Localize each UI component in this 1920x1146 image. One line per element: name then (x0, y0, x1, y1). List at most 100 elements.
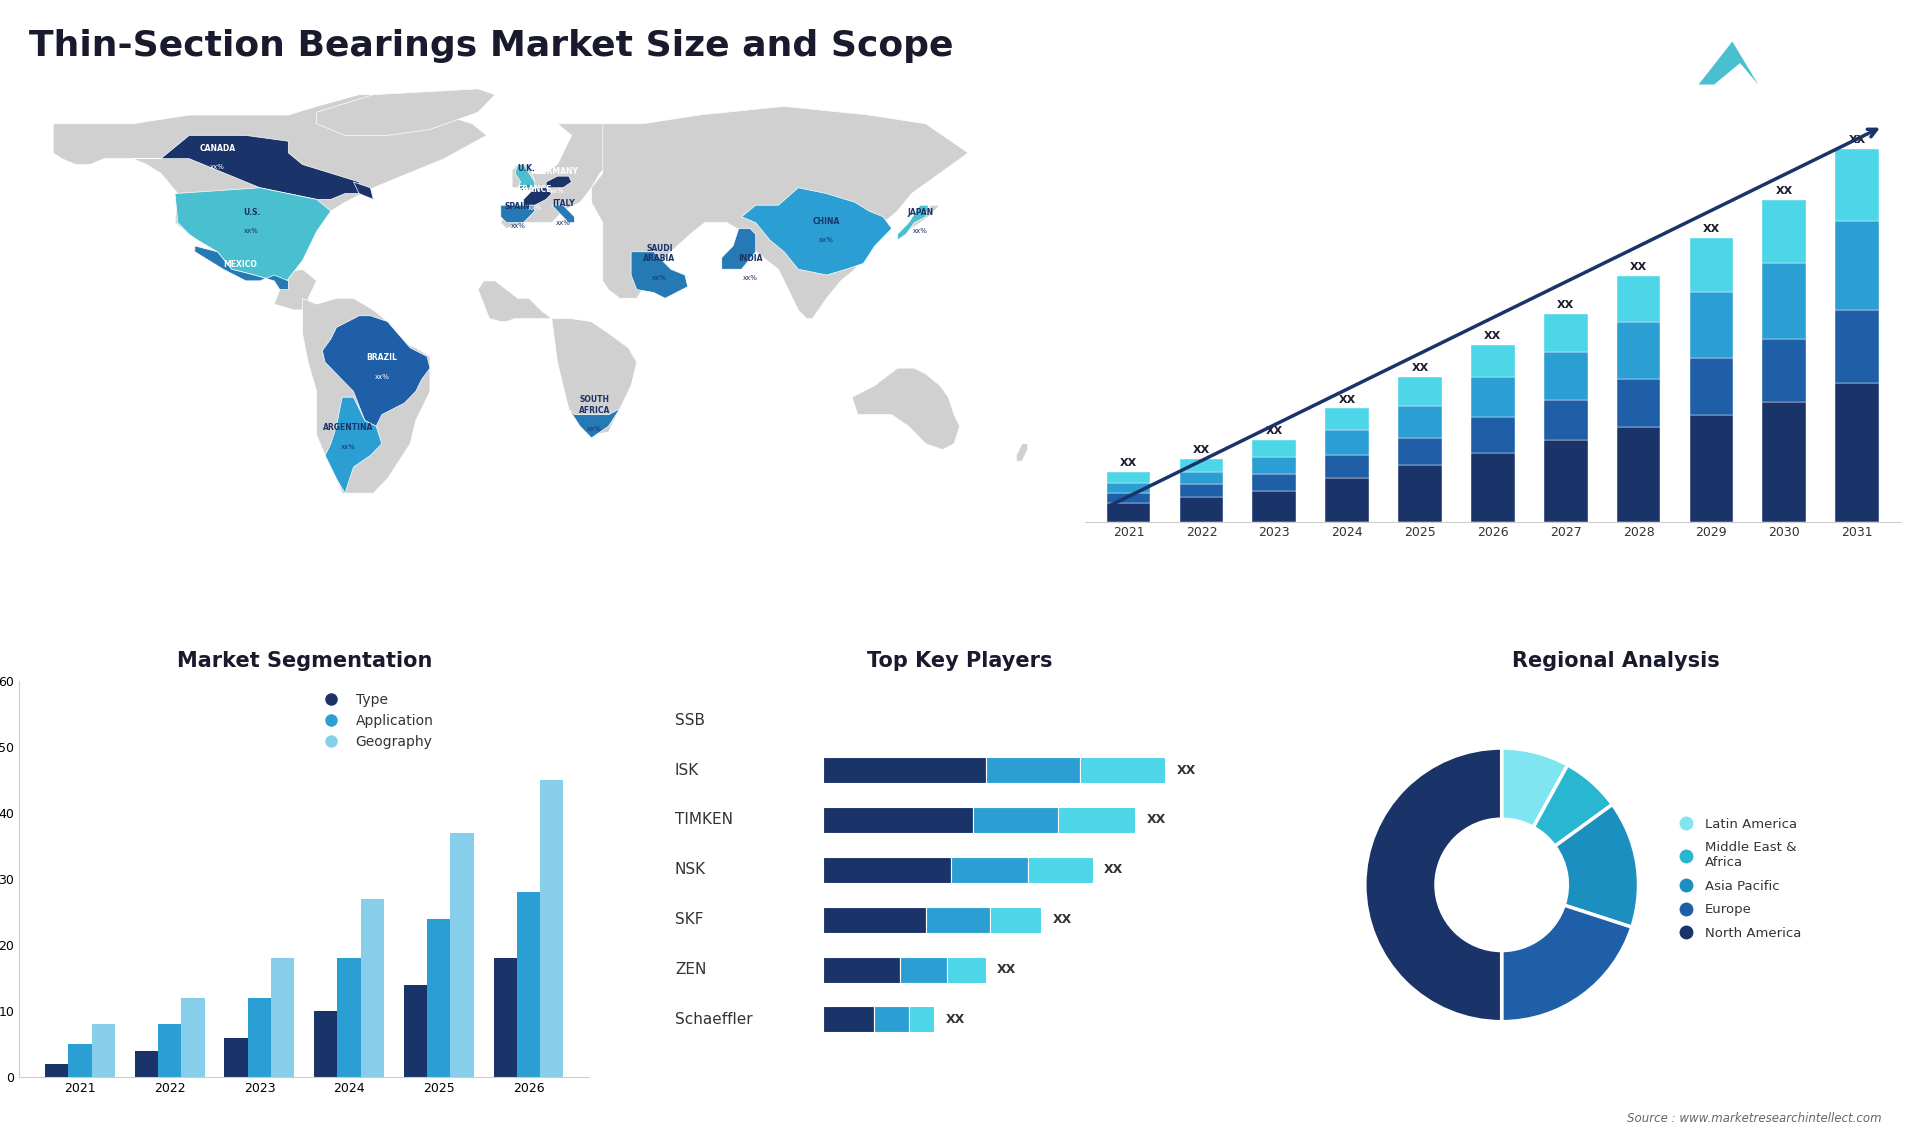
Bar (1398, 438, 1442, 465)
Polygon shape (568, 409, 620, 438)
Text: SAUDI
ARABIA: SAUDI ARABIA (643, 244, 676, 264)
Polygon shape (545, 176, 572, 188)
Text: xx%: xx% (743, 275, 758, 281)
Text: xx%: xx% (588, 426, 601, 432)
Text: xx%: xx% (820, 237, 833, 243)
Bar (426, 919, 451, 1077)
Text: xx%: xx% (209, 165, 225, 171)
Bar (180, 998, 205, 1077)
Polygon shape (194, 246, 288, 290)
Bar (338, 958, 361, 1077)
Bar (1836, 149, 1880, 221)
Text: XX: XX (1177, 763, 1196, 777)
Polygon shape (632, 252, 687, 298)
Bar (824, 857, 952, 882)
Bar (1179, 460, 1223, 472)
Bar (1836, 221, 1880, 309)
Bar (1398, 377, 1442, 406)
Polygon shape (1016, 444, 1027, 461)
Text: XX: XX (1146, 814, 1165, 826)
Bar (1325, 408, 1369, 430)
Text: XX: XX (1776, 186, 1793, 196)
Bar (1544, 440, 1588, 523)
Text: XX: XX (947, 1013, 966, 1026)
Text: INTELLECT: INTELLECT (1776, 69, 1839, 78)
Bar (1179, 472, 1223, 485)
Bar (271, 958, 294, 1077)
Polygon shape (54, 95, 486, 309)
Bar (1325, 455, 1369, 478)
Bar (925, 906, 991, 933)
Text: XX: XX (1411, 363, 1428, 374)
Text: xx%: xx% (528, 205, 541, 211)
Polygon shape (524, 188, 551, 205)
Bar (1471, 377, 1515, 417)
Bar (1252, 474, 1296, 490)
Bar (225, 1037, 248, 1077)
Text: SSB: SSB (676, 713, 705, 728)
Bar (1325, 430, 1369, 455)
Polygon shape (897, 205, 941, 241)
Bar (157, 1025, 180, 1077)
Text: XX: XX (1703, 223, 1720, 234)
Text: U.S.: U.S. (242, 207, 261, 217)
Bar (900, 957, 947, 982)
Bar (1617, 322, 1661, 379)
Text: xx%: xx% (912, 228, 927, 235)
Polygon shape (551, 205, 574, 222)
Bar (1471, 417, 1515, 453)
Text: XX: XX (1119, 458, 1137, 468)
Bar (1690, 292, 1734, 358)
Polygon shape (501, 205, 536, 222)
Polygon shape (132, 135, 359, 199)
Polygon shape (591, 107, 968, 319)
Text: xx%: xx% (374, 374, 390, 380)
Bar (540, 779, 563, 1077)
Polygon shape (741, 188, 891, 275)
Bar (1763, 402, 1807, 523)
Bar (1398, 406, 1442, 438)
Text: xx%: xx% (511, 222, 526, 229)
Text: Source : www.marketresearchintellect.com: Source : www.marketresearchintellect.com (1626, 1113, 1882, 1125)
Bar (824, 758, 985, 783)
Bar (1106, 472, 1150, 484)
Text: XX: XX (1265, 426, 1283, 437)
Bar (1252, 490, 1296, 523)
Text: TIMKEN: TIMKEN (676, 813, 733, 827)
Legend: Type, Application, Geography: Type, Application, Geography (311, 688, 440, 754)
Bar (248, 998, 271, 1077)
Bar (1471, 453, 1515, 523)
Bar (1058, 807, 1135, 833)
Polygon shape (722, 228, 756, 269)
Polygon shape (1699, 41, 1759, 85)
Polygon shape (515, 165, 536, 188)
Text: SOUTH
AFRICA: SOUTH AFRICA (578, 395, 611, 415)
Bar (824, 807, 973, 833)
Text: FRANCE: FRANCE (518, 185, 551, 194)
Text: XX: XX (1052, 913, 1071, 926)
Bar (991, 906, 1041, 933)
Bar (69, 1044, 92, 1077)
Bar (1690, 415, 1734, 523)
Bar (1544, 352, 1588, 400)
Text: INDIA: INDIA (737, 254, 762, 264)
Bar (1617, 427, 1661, 523)
Bar (947, 957, 985, 982)
Text: ZEN: ZEN (676, 963, 707, 978)
Text: CHINA: CHINA (812, 217, 841, 226)
Text: xx%: xx% (518, 185, 534, 191)
Text: BRAZIL: BRAZIL (367, 353, 397, 362)
Bar (1836, 309, 1880, 383)
Polygon shape (324, 398, 382, 493)
Text: NSK: NSK (676, 862, 707, 878)
Bar (1544, 400, 1588, 440)
Text: XX: XX (1338, 394, 1356, 405)
Bar (1106, 484, 1150, 493)
Polygon shape (303, 298, 430, 493)
Bar (824, 1006, 874, 1033)
Text: XX: XX (1849, 135, 1866, 146)
Bar (1252, 456, 1296, 474)
Bar (1179, 497, 1223, 523)
Polygon shape (317, 89, 495, 135)
Bar (134, 1051, 157, 1077)
